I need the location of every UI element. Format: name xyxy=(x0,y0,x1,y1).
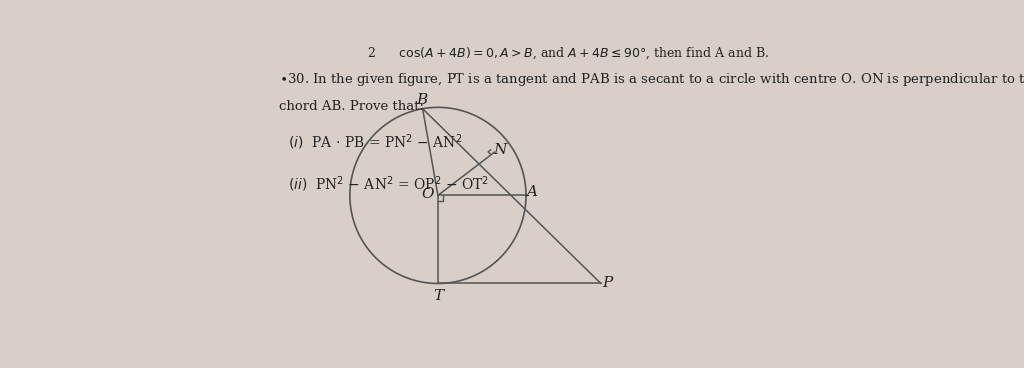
Text: $(ii)$  PN$^2$ $-$ AN$^2$ = OP$^2$ $-$ OT$^2$: $(ii)$ PN$^2$ $-$ AN$^2$ = OP$^2$ $-$ OT… xyxy=(288,174,489,194)
Text: A: A xyxy=(525,185,537,199)
Text: 2      $\cos(A + 4B) = 0, A > B$, and $A + 4B \leq 90°$, then find A and B.: 2 $\cos(A + 4B) = 0, A > B$, and $A + 4B… xyxy=(368,45,769,61)
Text: N: N xyxy=(493,143,506,157)
Text: T: T xyxy=(433,289,443,303)
Text: O: O xyxy=(421,187,433,201)
Text: P: P xyxy=(602,276,612,290)
Text: chord AB. Prove that:: chord AB. Prove that: xyxy=(280,100,424,113)
Text: $\bullet$30. In the given figure, PT is a tangent and PAB is a secant to a circl: $\bullet$30. In the given figure, PT is … xyxy=(280,71,1024,88)
Text: B: B xyxy=(417,93,428,107)
Text: $(i)$  PA $\cdot$ PB = PN$^2$ $-$ AN$^2$: $(i)$ PA $\cdot$ PB = PN$^2$ $-$ AN$^2$ xyxy=(288,132,463,152)
